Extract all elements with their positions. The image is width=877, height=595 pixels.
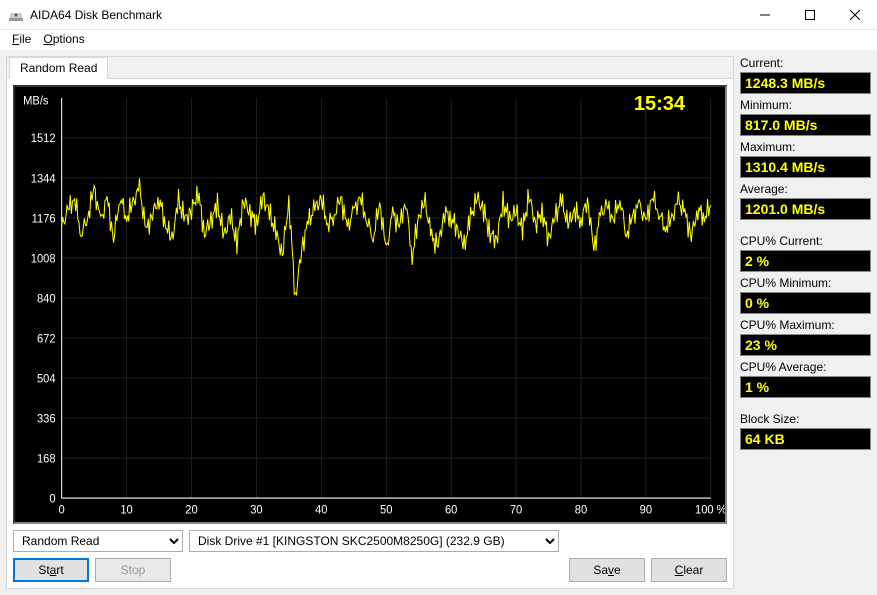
chart-clock: 15:34 [634, 93, 685, 116]
svg-text:20: 20 [185, 504, 197, 516]
svg-text:50: 50 [380, 504, 392, 516]
svg-text:0: 0 [59, 504, 65, 516]
stat-value: 817.0 MB/s [740, 114, 871, 136]
svg-text:336: 336 [37, 413, 56, 425]
svg-text:10: 10 [120, 504, 132, 516]
stat-label: CPU% Maximum: [740, 318, 871, 332]
stat-label: Minimum: [740, 98, 871, 112]
stat-value: 2 % [740, 250, 871, 272]
stat-value: 1248.3 MB/s [740, 72, 871, 94]
titlebar: AIDA64 Disk Benchmark [0, 0, 877, 30]
stat-label: CPU% Current: [740, 234, 871, 248]
stat-label: CPU% Minimum: [740, 276, 871, 290]
stat-label: Average: [740, 182, 871, 196]
svg-text:168: 168 [37, 453, 56, 465]
clear-button[interactable]: Clear [651, 558, 727, 582]
stat-block: Average: 1201.0 MB/s [740, 182, 871, 220]
svg-text:30: 30 [250, 504, 262, 516]
menu-file[interactable]: File [6, 30, 37, 50]
svg-text:70: 70 [510, 504, 522, 516]
start-button[interactable]: Start [13, 558, 89, 582]
save-button[interactable]: Save [569, 558, 645, 582]
stat-block: Minimum: 817.0 MB/s [740, 98, 871, 136]
menubar: File Options [0, 30, 877, 50]
svg-text:672: 672 [37, 333, 56, 345]
stat-block: CPU% Average: 1 % [740, 360, 871, 398]
minimize-button[interactable] [742, 0, 787, 29]
stat-block: Block Size: 64 KB [740, 412, 871, 450]
stat-label: Current: [740, 56, 871, 70]
stat-block: CPU% Current: 2 % [740, 234, 871, 272]
stat-value: 0 % [740, 292, 871, 314]
svg-text:80: 80 [575, 504, 587, 516]
svg-text:100 %: 100 % [695, 504, 725, 516]
svg-text:504: 504 [37, 373, 56, 385]
svg-text:0: 0 [49, 493, 55, 505]
stat-value: 1 % [740, 376, 871, 398]
svg-text:60: 60 [445, 504, 457, 516]
stat-value: 23 % [740, 334, 871, 356]
stat-block: CPU% Minimum: 0 % [740, 276, 871, 314]
svg-text:1008: 1008 [31, 253, 56, 265]
svg-text:1512: 1512 [31, 133, 56, 145]
benchmark-chart: 15:34 0 168 336 504 672 840 1008 1176 1344 1512 0 1… [13, 85, 727, 524]
stat-block: Current: 1248.3 MB/s [740, 56, 871, 94]
svg-text:840: 840 [37, 293, 56, 305]
mode-select[interactable]: Random Read [13, 530, 183, 552]
stop-button: Stop [95, 558, 171, 582]
stats-panel: Current: 1248.3 MB/s Minimum: 817.0 MB/s Max… [740, 56, 871, 589]
svg-text:1344: 1344 [31, 173, 56, 185]
stat-label: Block Size: [740, 412, 871, 426]
tab-random-read[interactable]: Random Read [9, 57, 108, 79]
tab-strip: Random Read [7, 57, 733, 79]
stat-label: CPU% Average: [740, 360, 871, 374]
svg-text:90: 90 [640, 504, 652, 516]
drive-select[interactable]: Disk Drive #1 [KINGSTON SKC2500M8250G] (… [189, 530, 559, 552]
svg-text:MB/s: MB/s [23, 95, 49, 107]
app-icon [8, 7, 24, 23]
stat-block: Maximum: 1310.4 MB/s [740, 140, 871, 178]
stat-value: 1310.4 MB/s [740, 156, 871, 178]
window-title: AIDA64 Disk Benchmark [30, 8, 742, 22]
close-button[interactable] [832, 0, 877, 29]
svg-text:1176: 1176 [32, 213, 56, 225]
maximize-button[interactable] [787, 0, 832, 29]
stat-block: CPU% Maximum: 23 % [740, 318, 871, 356]
svg-text:40: 40 [315, 504, 327, 516]
stat-value: 64 KB [740, 428, 871, 450]
menu-options[interactable]: Options [37, 30, 90, 50]
stat-label: Maximum: [740, 140, 871, 154]
main-panel: Random Read 15:34 0 168 336 504 672 840 1008 11… [6, 56, 734, 589]
stat-value: 1201.0 MB/s [740, 198, 871, 220]
